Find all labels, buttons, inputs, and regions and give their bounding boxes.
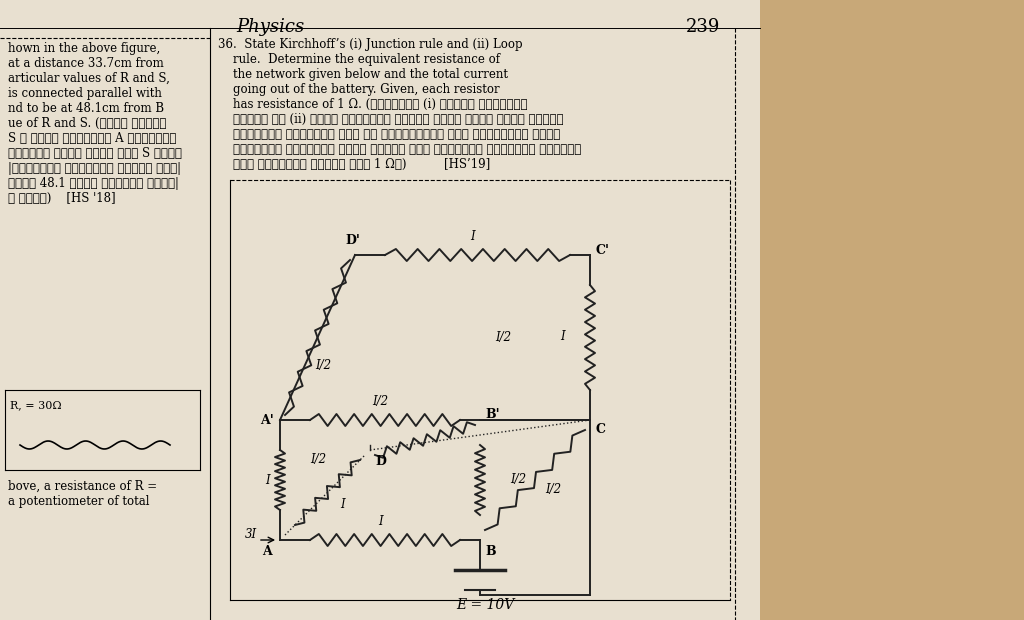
Text: সংযোগের সমতুল্য বোধ আর ব্যাটারীর পরা প্রবাহিত হোবা: সংযোগের সমতুল্য বোধ আর ব্যাটারীর পরা প্র… bbox=[218, 128, 560, 141]
Text: সূত্র আর (ii) বদ্ধ বর্তনীর সূত্র দুটা লিখ। উপরে দিয়া: সূত্র আর (ii) বদ্ধ বর্তনীর সূত্র দুটা লি… bbox=[218, 113, 563, 126]
Text: D': D' bbox=[345, 234, 359, 247]
Text: bove, a resistance of R =: bove, a resistance of R = bbox=[8, 480, 157, 493]
Text: I/2: I/2 bbox=[495, 330, 511, 343]
Text: ue of R and S. (উপরত দিয়া: ue of R and S. (উপরত দিয়া bbox=[8, 117, 166, 130]
Text: I/2: I/2 bbox=[510, 474, 526, 487]
Text: বিদ্যুৎ নির্ণয় করা। দিয়া আছে সংযোগের প্রতিটো বাহ্যত: বিদ্যুৎ নির্ণয় করা। দিয়া আছে সংযোগের প… bbox=[218, 143, 582, 156]
Text: at a distance 33.7cm from: at a distance 33.7cm from bbox=[8, 57, 164, 70]
Text: I: I bbox=[378, 515, 382, 528]
Text: articular values of R and S,: articular values of R and S, bbox=[8, 72, 170, 85]
Text: rule.  Determine the equivalent resistance of: rule. Determine the equivalent resistanc… bbox=[218, 53, 500, 66]
Text: is connected parallel with: is connected parallel with bbox=[8, 87, 162, 100]
Text: I/2: I/2 bbox=[310, 453, 326, 466]
Text: 239: 239 bbox=[686, 18, 720, 36]
Text: I: I bbox=[470, 230, 474, 243]
Text: R, = 30Ω: R, = 30Ω bbox=[10, 400, 61, 410]
Text: nd to be at 48.1cm from B: nd to be at 48.1cm from B bbox=[8, 102, 164, 115]
Text: য করা।)    [HS '18]: য করা।) [HS '18] bbox=[8, 192, 116, 205]
Text: 3I: 3I bbox=[245, 528, 257, 541]
FancyBboxPatch shape bbox=[760, 0, 1024, 620]
Text: 36.  State Kirchhoff’s (i) Junction rule and (ii) Loop: 36. State Kirchhoff’s (i) Junction rule … bbox=[218, 38, 522, 51]
Text: D: D bbox=[375, 455, 386, 468]
Text: |মাত্রার সর্ববাত সংযোগ করা|: |মাত্রার সর্ববাত সংযোগ করা| bbox=[8, 162, 181, 175]
FancyBboxPatch shape bbox=[0, 0, 780, 620]
Text: থকা প্রতিটো বোধকর নাম 1 Ω।)          [HS’19]: থকা প্রতিটো বোধকর নাম 1 Ω।) [HS’19] bbox=[218, 158, 490, 171]
Text: I: I bbox=[265, 474, 269, 487]
Text: A: A bbox=[262, 545, 271, 558]
Text: পড়া 48.1 হবে। দূরত্ব পোরা|: পড়া 48.1 হবে। দূরত্ব পোরা| bbox=[8, 177, 179, 190]
Text: going out of the battery. Given, each resistor: going out of the battery. Given, each re… bbox=[218, 83, 500, 96]
Text: hown in the above figure,: hown in the above figure, bbox=[8, 42, 160, 55]
Text: a potentiometer of total: a potentiometer of total bbox=[8, 495, 150, 508]
Text: বিন্দু পোরা গেল। যদি S বোধব: বিন্দু পোরা গেল। যদি S বোধব bbox=[8, 147, 182, 160]
Text: I/2: I/2 bbox=[545, 484, 561, 497]
Text: I/2: I/2 bbox=[372, 395, 388, 408]
Text: A': A' bbox=[260, 414, 273, 427]
Text: C': C' bbox=[595, 244, 609, 257]
Text: C: C bbox=[595, 423, 605, 436]
Text: I: I bbox=[340, 498, 345, 511]
Text: I/2: I/2 bbox=[315, 358, 331, 371]
Text: I: I bbox=[560, 330, 564, 343]
Text: Physics: Physics bbox=[236, 18, 304, 36]
Text: S ব কোনো মনববাবে A বিন্দুব: S ব কোনো মনববাবে A বিন্দুব bbox=[8, 132, 176, 145]
Text: B': B' bbox=[485, 409, 500, 422]
Text: has resistance of 1 Ω. (তার্পরে (i) সংযোগ বিন্দুর: has resistance of 1 Ω. (তার্পরে (i) সংযো… bbox=[218, 98, 527, 111]
Text: E = 10V: E = 10V bbox=[456, 598, 514, 612]
Text: B: B bbox=[485, 545, 496, 558]
Text: the network given below and the total current: the network given below and the total cu… bbox=[218, 68, 508, 81]
